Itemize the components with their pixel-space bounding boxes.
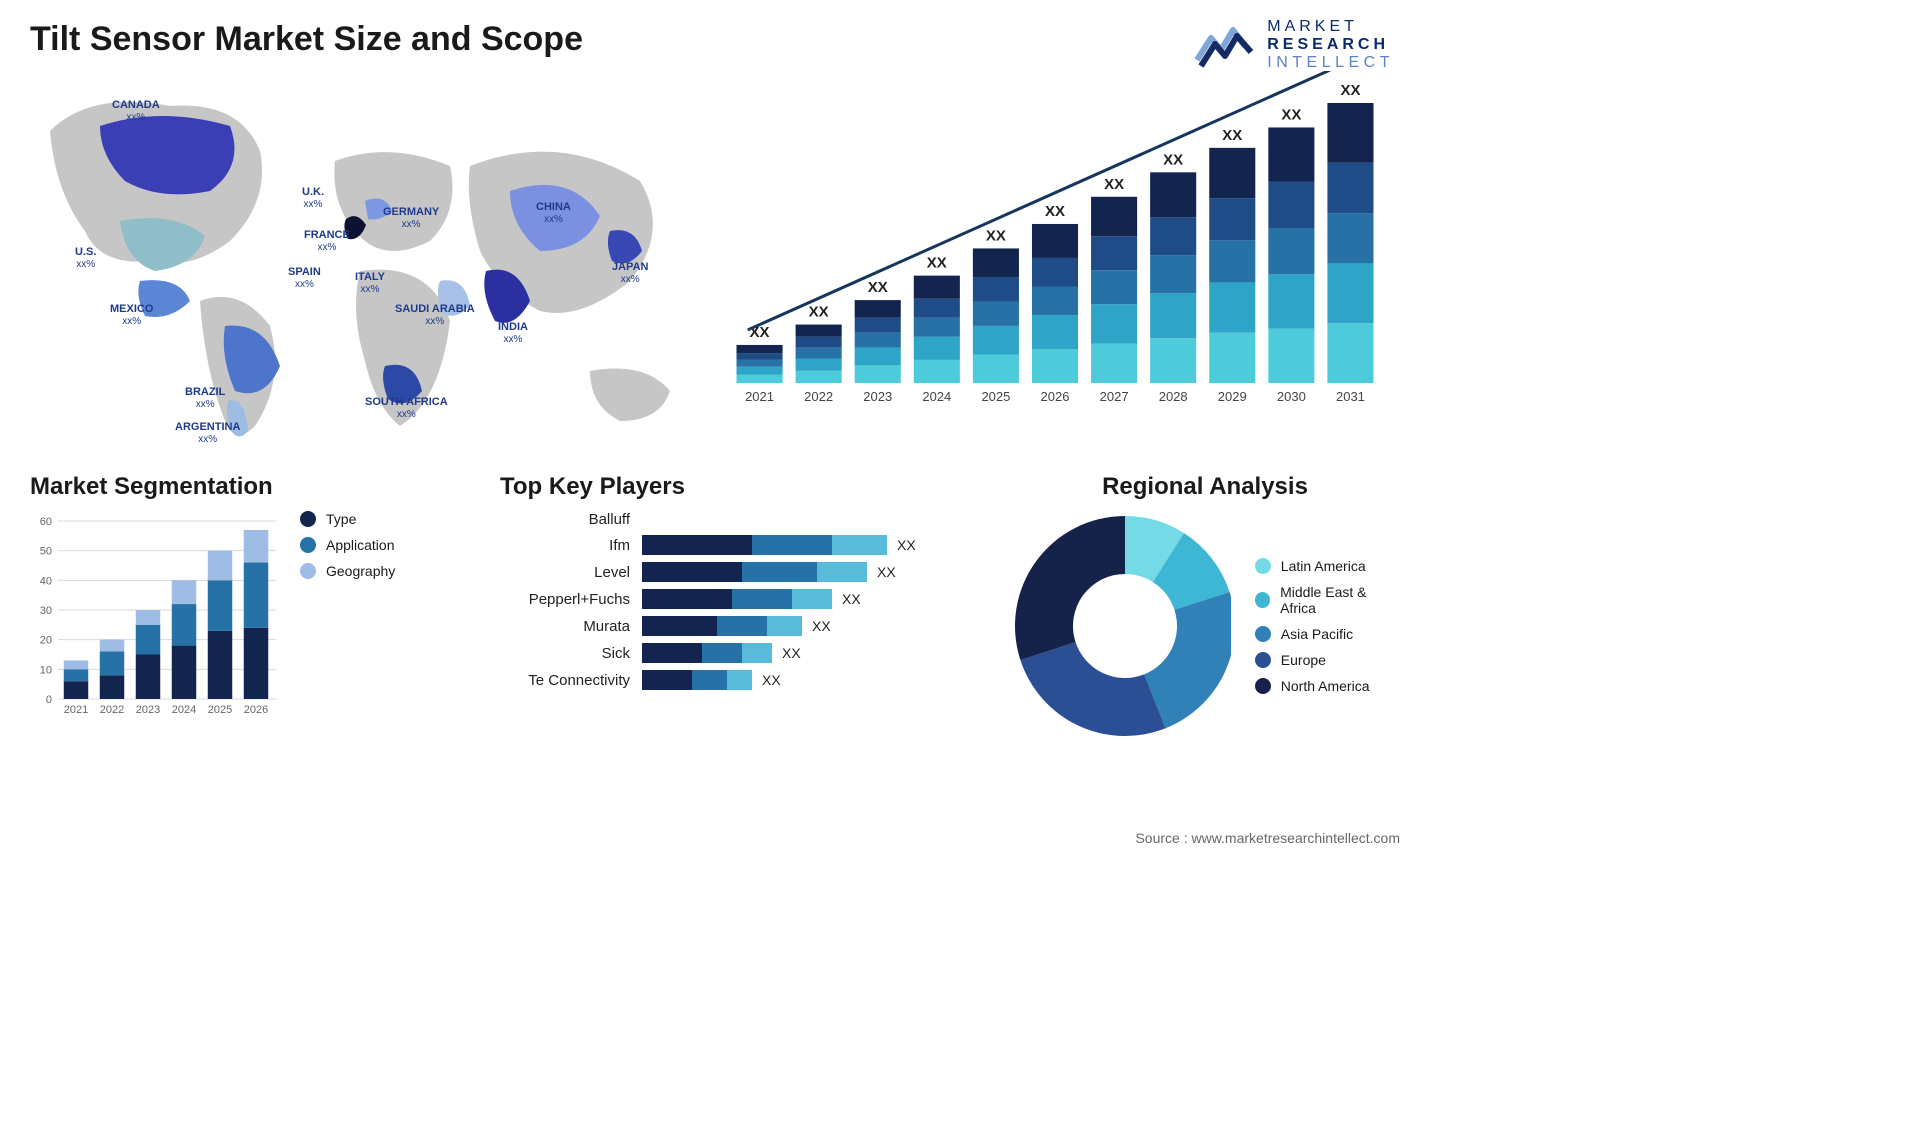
- svg-text:XX: XX: [1340, 82, 1360, 99]
- source-text: Source : www.marketresearchintellect.com: [1135, 830, 1400, 846]
- svg-text:XX: XX: [1222, 127, 1242, 144]
- map-label-argentina: ARGENTINAxx%: [175, 421, 240, 445]
- region-legend-item: Latin America: [1255, 558, 1400, 574]
- svg-text:30: 30: [40, 605, 52, 617]
- region-legend-item: North America: [1255, 678, 1400, 694]
- seg-legend-item: Geography: [300, 563, 395, 579]
- svg-text:2026: 2026: [244, 704, 268, 716]
- svg-text:40: 40: [40, 575, 52, 587]
- svg-text:2021: 2021: [64, 704, 88, 716]
- svg-text:2029: 2029: [1218, 389, 1247, 404]
- svg-text:2023: 2023: [136, 704, 160, 716]
- logo-line1: MARKET: [1267, 18, 1394, 36]
- player-row: Murata XX: [500, 616, 980, 636]
- svg-text:2030: 2030: [1277, 389, 1306, 404]
- players-list: BalluffIfmXXLevelXXPepperl+FuchsXXMurata…: [500, 511, 980, 690]
- region-legend-item: Europe: [1255, 652, 1400, 668]
- player-row: Pepperl+Fuchs XX: [500, 589, 980, 609]
- region-legend-item: Asia Pacific: [1255, 626, 1400, 642]
- player-name: Sick: [500, 645, 630, 662]
- map-label-india: INDIAxx%: [498, 321, 528, 345]
- player-row: Ifm XX: [500, 535, 980, 555]
- svg-text:XX: XX: [986, 227, 1006, 244]
- map-label-japan: JAPANxx%: [612, 261, 648, 285]
- svg-text:XX: XX: [809, 304, 829, 321]
- regional-donut-svg: [1010, 511, 1231, 741]
- brand-logo: MARKET RESEARCH INTELLECT: [1195, 18, 1394, 72]
- svg-text:20: 20: [40, 635, 52, 647]
- svg-text:XX: XX: [868, 279, 888, 296]
- player-value: XX: [877, 564, 896, 580]
- svg-text:2025: 2025: [981, 389, 1010, 404]
- region-legend-item: Middle East & Africa: [1255, 584, 1400, 616]
- player-name: Balluff: [500, 511, 630, 528]
- seg-legend-item: Application: [300, 537, 395, 553]
- player-value: XX: [897, 537, 916, 553]
- segmentation-panel: Market Segmentation 0 10 20 30 40 50 60 2021 202…: [30, 473, 470, 741]
- segmentation-chart-svg: 0 10 20 30 40 50 60 2021 2022 2023 2024 2025 2026: [30, 511, 280, 721]
- regional-panel: Regional Analysis Latin America Middle Ea…: [1010, 473, 1400, 741]
- svg-text:2025: 2025: [208, 704, 232, 716]
- player-value: XX: [812, 618, 831, 634]
- svg-text:0: 0: [46, 694, 52, 706]
- players-panel: Top Key Players BalluffIfmXXLevelXXPeppe…: [500, 473, 980, 741]
- logo-line3: INTELLECT: [1267, 54, 1394, 72]
- player-name: Murata: [500, 618, 630, 635]
- svg-text:2021: 2021: [745, 389, 774, 404]
- regional-legend: Latin America Middle East & Africa Asia Pa…: [1255, 558, 1400, 694]
- map-label-italy: ITALYxx%: [355, 271, 385, 295]
- svg-text:2022: 2022: [100, 704, 124, 716]
- player-row: Level XX: [500, 562, 980, 582]
- svg-text:60: 60: [40, 516, 52, 528]
- svg-text:10: 10: [40, 664, 52, 676]
- svg-text:2024: 2024: [172, 704, 196, 716]
- world-map-svg: [30, 71, 690, 451]
- player-name: Te Connectivity: [500, 672, 630, 689]
- svg-text:2026: 2026: [1041, 389, 1070, 404]
- map-label-france: FRANCExx%: [304, 229, 350, 253]
- svg-text:50: 50: [40, 546, 52, 558]
- seg-legend-item: Type: [300, 511, 395, 527]
- map-label-brazil: BRAZILxx%: [185, 386, 225, 410]
- svg-text:2027: 2027: [1100, 389, 1129, 404]
- svg-text:2024: 2024: [922, 389, 951, 404]
- svg-text:XX: XX: [1281, 106, 1301, 123]
- map-label-u-k-: U.K.xx%: [302, 186, 324, 210]
- svg-text:XX: XX: [1163, 151, 1183, 168]
- players-title: Top Key Players: [500, 473, 980, 501]
- player-row: Te Connectivity XX: [500, 670, 980, 690]
- player-value: XX: [782, 645, 801, 661]
- player-name: Level: [500, 564, 630, 581]
- map-label-mexico: MEXICOxx%: [110, 303, 153, 327]
- svg-text:2028: 2028: [1159, 389, 1188, 404]
- growth-chart-panel: XX 2021 XX 2022 XX 2023 XX 2024 XX 2025 XX 2026 XX 20…: [730, 71, 1400, 451]
- world-map-panel: CANADAxx% U.S.xx% MEXICOxx% BRAZILxx% ARGENT…: [30, 71, 690, 451]
- svg-text:XX: XX: [1104, 176, 1124, 193]
- player-name: Pepperl+Fuchs: [500, 591, 630, 608]
- map-label-canada: CANADAxx%: [112, 99, 160, 123]
- segmentation-title: Market Segmentation: [30, 473, 470, 501]
- map-label-china: CHINAxx%: [536, 201, 571, 225]
- player-value: XX: [762, 672, 781, 688]
- map-label-saudi-arabia: SAUDI ARABIAxx%: [395, 303, 475, 327]
- player-name: Ifm: [500, 537, 630, 554]
- map-label-u-s-: U.S.xx%: [75, 246, 96, 270]
- svg-text:2022: 2022: [804, 389, 833, 404]
- map-label-germany: GERMANYxx%: [383, 206, 439, 230]
- svg-text:XX: XX: [927, 255, 947, 272]
- player-row: Sick XX: [500, 643, 980, 663]
- player-value: XX: [842, 591, 861, 607]
- segmentation-legend: Type Application Geography: [300, 511, 395, 579]
- svg-text:XX: XX: [1045, 203, 1065, 220]
- logo-icon: [1195, 20, 1255, 70]
- growth-chart-svg: XX 2021 XX 2022 XX 2023 XX 2024 XX 2025 XX 2026 XX 20…: [730, 71, 1380, 411]
- svg-text:2023: 2023: [863, 389, 892, 404]
- player-row: Balluff: [500, 511, 980, 528]
- regional-title: Regional Analysis: [1010, 473, 1400, 501]
- map-label-south-africa: SOUTH AFRICAxx%: [365, 396, 448, 420]
- map-label-spain: SPAINxx%: [288, 266, 321, 290]
- svg-text:2031: 2031: [1336, 389, 1365, 404]
- logo-line2: RESEARCH: [1267, 36, 1394, 54]
